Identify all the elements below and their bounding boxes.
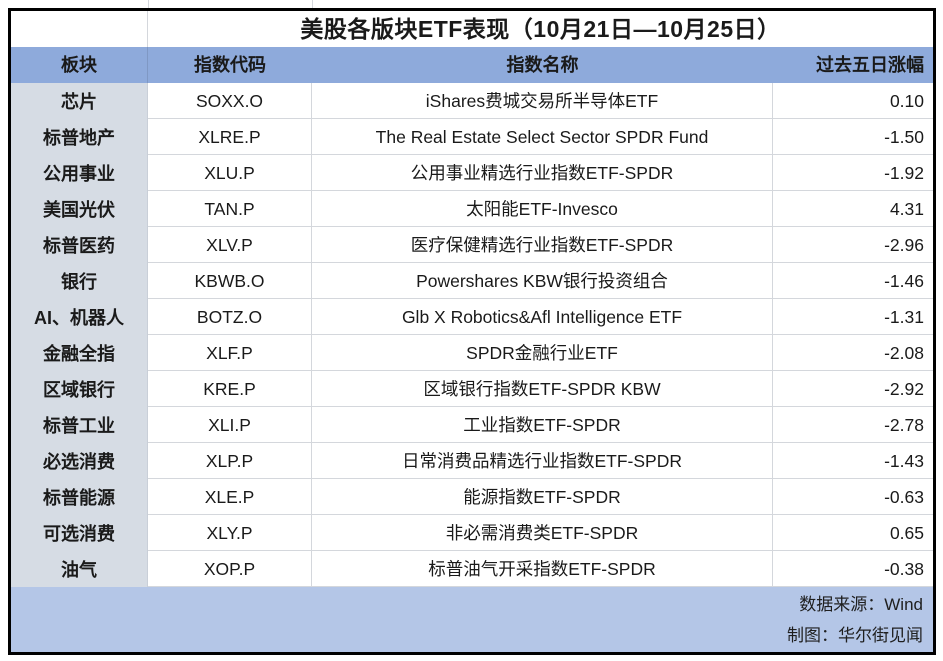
column-header-name: 指数名称 (506, 55, 579, 75)
name-cell: 医疗保健精选行业指数ETF-SPDR (312, 227, 773, 263)
code-cell: KRE.P (148, 371, 312, 407)
name-cell: 日常消费品精选行业指数ETF-SPDR (312, 443, 773, 479)
table-row: 标普能源 XLE.P 能源指数ETF-SPDR -0.63 (11, 479, 933, 515)
name-cell: 标普油气开采指数ETF-SPDR (312, 551, 773, 587)
change-cell: -2.78 (773, 407, 933, 443)
name-cell: 能源指数ETF-SPDR (312, 479, 773, 515)
change-cell: -1.46 (773, 263, 933, 299)
table-row: 标普医药 XLV.P 医疗保健精选行业指数ETF-SPDR -2.96 (11, 227, 933, 263)
title-spacer-cell (11, 11, 148, 47)
table-row: 公用事业 XLU.P 公用事业精选行业指数ETF-SPDR -1.92 (11, 155, 933, 191)
name-cell: 太阳能ETF-Invesco (312, 191, 773, 227)
table-row: AI、机器人 BOTZ.O Glb X Robotics&Afl Intellige… (11, 299, 933, 335)
code-cell: XLP.P (148, 443, 312, 479)
name-cell: 区域银行指数ETF-SPDR KBW (312, 371, 773, 407)
table-row: 美国光伏 TAN.P 太阳能ETF-Invesco 4.31 (11, 191, 933, 227)
table-row: 标普地产 XLRE.P The Real Estate Select Sector … (11, 119, 933, 155)
sector-cell: 标普地产 (11, 119, 148, 155)
change-cell: -2.96 (773, 227, 933, 263)
change-cell: -0.63 (773, 479, 933, 515)
code-cell: XLI.P (148, 407, 312, 443)
sector-cell: AI、机器人 (11, 299, 148, 335)
change-cell: -2.92 (773, 371, 933, 407)
name-cell: SPDR金融行业ETF (312, 335, 773, 371)
name-cell: 工业指数ETF-SPDR (312, 407, 773, 443)
change-cell: -1.43 (773, 443, 933, 479)
change-cell: 0.10 (773, 83, 933, 119)
etf-performance-table: 美股各版块ETF表现（10月21日—10月25日） 板块 指数代码 指数名称 过… (8, 8, 936, 655)
column-header-code: 指数代码 (194, 55, 266, 75)
name-cell: Powershares KBW银行投资组合 (312, 263, 773, 299)
table-row: 芯片 SOXX.O iShares费城交易所半导体ETF 0.10 (11, 83, 933, 119)
sector-cell: 芯片 (11, 83, 148, 119)
title-row: 美股各版块ETF表现（10月21日—10月25日） (11, 11, 933, 47)
change-cell: 4.31 (773, 191, 933, 227)
sector-cell: 银行 (11, 263, 148, 299)
name-cell: The Real Estate Select Sector SPDR Fund (312, 119, 773, 155)
sector-cell: 区域银行 (11, 371, 148, 407)
name-cell: 非必需消费类ETF-SPDR (312, 515, 773, 551)
table-footer: 数据来源：Wind 制图：华尔街见闻 (11, 587, 933, 652)
sector-cell: 必选消费 (11, 443, 148, 479)
table-row: 区域银行 KRE.P 区域银行指数ETF-SPDR KBW -2.92 (11, 371, 933, 407)
table-row: 银行 KBWB.O Powershares KBW银行投资组合 -1.46 (11, 263, 933, 299)
code-cell: XLU.P (148, 155, 312, 191)
change-cell: -1.50 (773, 119, 933, 155)
code-cell: XOP.P (148, 551, 312, 587)
gridline-stub (312, 0, 313, 8)
sector-cell: 可选消费 (11, 515, 148, 551)
sector-cell: 金融全指 (11, 335, 148, 371)
table-row: 标普工业 XLI.P 工业指数ETF-SPDR -2.78 (11, 407, 933, 443)
change-cell: 0.65 (773, 515, 933, 551)
name-cell: 公用事业精选行业指数ETF-SPDR (312, 155, 773, 191)
gridline-stub (148, 0, 149, 8)
table-row: 可选消费 XLY.P 非必需消费类ETF-SPDR 0.65 (11, 515, 933, 551)
change-cell: -0.38 (773, 551, 933, 587)
table-body: 芯片 SOXX.O iShares费城交易所半导体ETF 0.10 标普地产 XLRE.P… (11, 83, 933, 587)
table-header-row: 板块 指数代码 指数名称 过去五日涨幅 (11, 47, 933, 83)
code-cell: KBWB.O (148, 263, 312, 299)
column-header-sector: 板块 (11, 47, 148, 83)
table-row: 油气 XOP.P 标普油气开采指数ETF-SPDR -0.38 (11, 551, 933, 587)
code-cell: XLF.P (148, 335, 312, 371)
sector-cell: 标普医药 (11, 227, 148, 263)
table-row: 必选消费 XLP.P 日常消费品精选行业指数ETF-SPDR -1.43 (11, 443, 933, 479)
code-cell: BOTZ.O (148, 299, 312, 335)
name-cell: iShares费城交易所半导体ETF (312, 83, 773, 119)
code-cell: XLRE.P (148, 119, 312, 155)
table-title: 美股各版块ETF表现（10月21日—10月25日） (300, 16, 781, 42)
sector-cell: 标普能源 (11, 479, 148, 515)
table-row: 金融全指 XLF.P SPDR金融行业ETF -2.08 (11, 335, 933, 371)
sector-cell: 标普工业 (11, 407, 148, 443)
code-cell: XLV.P (148, 227, 312, 263)
code-cell: SOXX.O (148, 83, 312, 119)
sector-cell: 油气 (11, 551, 148, 587)
sector-cell: 美国光伏 (11, 191, 148, 227)
code-cell: XLY.P (148, 515, 312, 551)
sector-cell: 公用事业 (11, 155, 148, 191)
code-cell: XLE.P (148, 479, 312, 515)
data-source-label: 数据来源：Wind (799, 595, 923, 614)
change-cell: -2.08 (773, 335, 933, 371)
code-cell: TAN.P (148, 191, 312, 227)
name-cell: Glb X Robotics&Afl Intelligence ETF (312, 299, 773, 335)
change-cell: -1.31 (773, 299, 933, 335)
column-header-change: 过去五日涨幅 (816, 55, 924, 75)
credit-label: 制图：华尔街见闻 (787, 626, 923, 645)
change-cell: -1.92 (773, 155, 933, 191)
